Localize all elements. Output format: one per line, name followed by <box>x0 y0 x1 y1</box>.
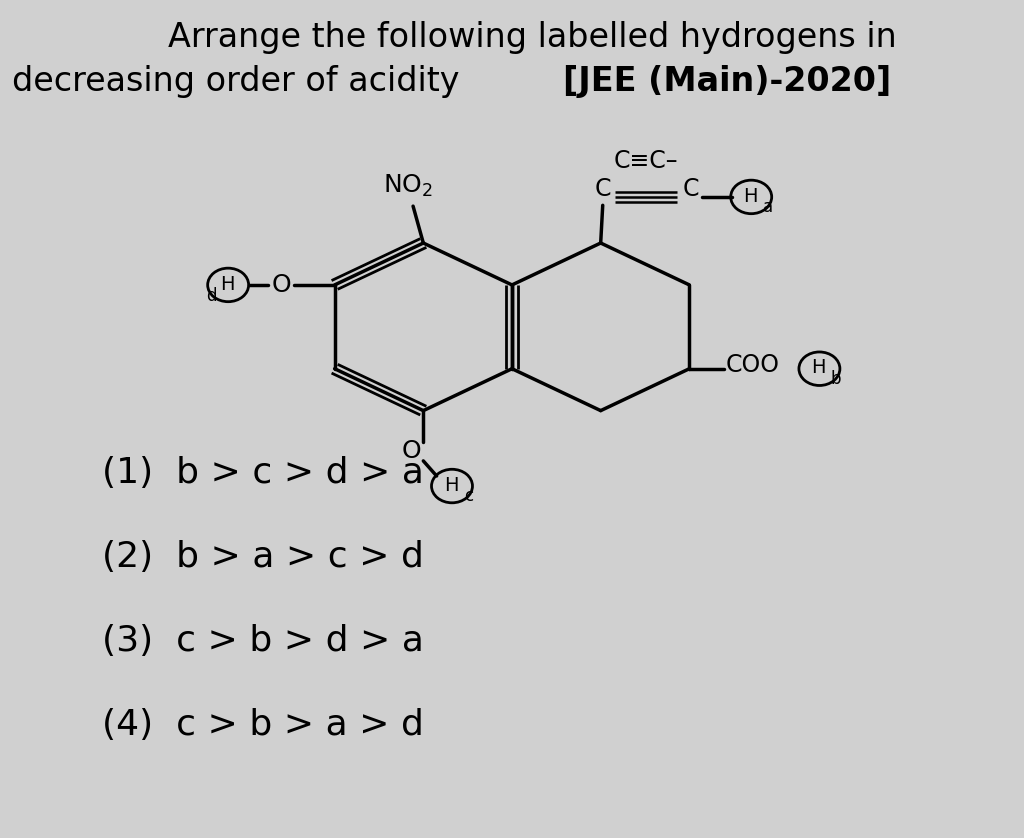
Text: H: H <box>743 187 758 205</box>
Text: (2)  b > a > c > d: (2) b > a > c > d <box>102 541 424 574</box>
Text: (3)  c > b > d > a: (3) c > b > d > a <box>102 624 424 658</box>
Text: (1)  b > c > d > a: (1) b > c > d > a <box>102 457 424 490</box>
Text: d: d <box>207 287 217 305</box>
Text: COO: COO <box>726 354 780 377</box>
Text: decreasing order of acidity: decreasing order of acidity <box>11 65 460 98</box>
Text: NO$_2$: NO$_2$ <box>383 173 433 199</box>
Text: [JEE (Main)-2020]: [JEE (Main)-2020] <box>563 65 891 98</box>
Text: O: O <box>271 273 291 297</box>
Text: Arrange the following labelled hydrogens in: Arrange the following labelled hydrogens… <box>168 21 897 54</box>
Text: (4)  c > b > a > d: (4) c > b > a > d <box>102 708 424 742</box>
Text: H: H <box>220 275 234 293</box>
Text: C≡C–: C≡C– <box>614 149 679 173</box>
Text: H: H <box>443 476 458 494</box>
Text: b: b <box>830 370 841 388</box>
Text: H: H <box>811 359 825 377</box>
Text: c: c <box>464 487 473 505</box>
Text: C: C <box>595 177 611 201</box>
Text: C: C <box>683 177 699 201</box>
Text: O: O <box>401 439 421 463</box>
Text: a: a <box>763 198 773 216</box>
